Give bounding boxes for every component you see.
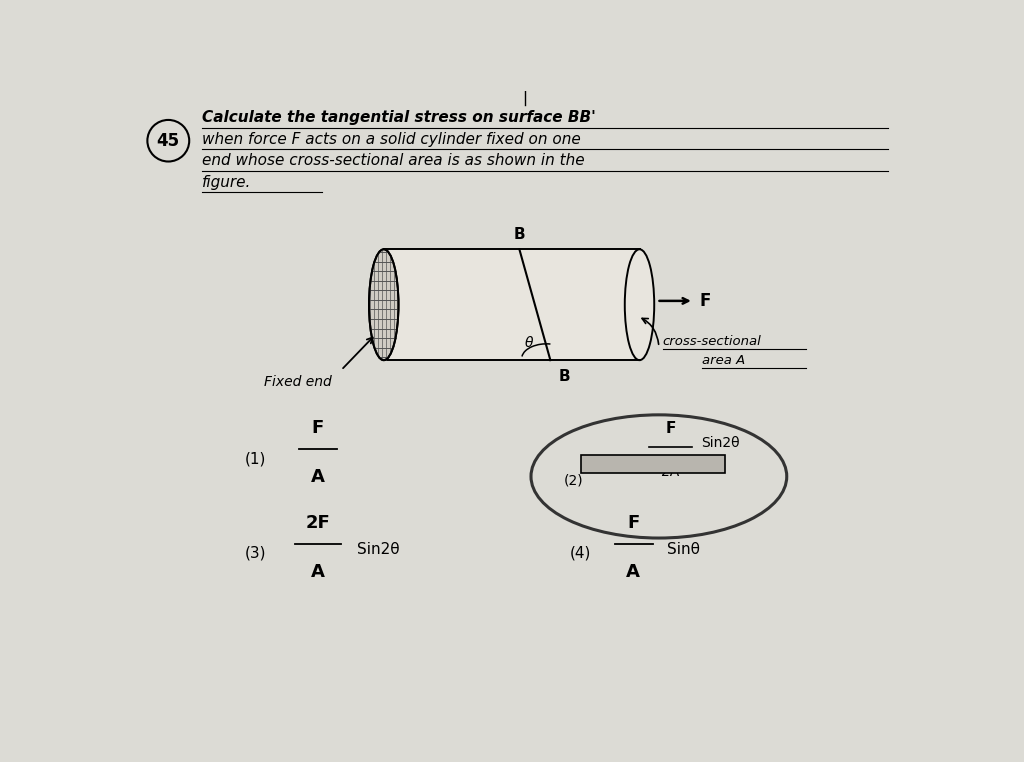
Ellipse shape [369,249,398,360]
Text: (3): (3) [245,546,266,561]
Text: B: B [558,370,569,384]
Text: Sin2θ: Sin2θ [701,437,740,450]
Circle shape [147,120,189,162]
Text: A: A [311,562,325,581]
Text: F: F [700,292,712,310]
Text: Sin2θ: Sin2θ [356,542,399,557]
Polygon shape [384,249,640,360]
Text: Fixed end: Fixed end [263,375,332,389]
Text: 2A: 2A [662,465,680,479]
Ellipse shape [625,249,654,360]
Text: cross-sectional: cross-sectional [663,335,762,348]
Text: when force F acts on a solid cylinder fixed on one: when force F acts on a solid cylinder fi… [202,132,581,147]
Text: (2): (2) [564,473,584,487]
Polygon shape [582,455,725,472]
Text: A: A [627,562,640,581]
Text: end whose cross-sectional area is as shown in the: end whose cross-sectional area is as sho… [202,153,585,168]
Text: Calculate the tangential stress on surface BB': Calculate the tangential stress on surfa… [202,110,595,125]
Text: 2F: 2F [305,514,331,532]
Text: B: B [514,226,525,242]
Text: area A: area A [701,354,744,367]
Text: F: F [311,419,324,437]
Text: (1): (1) [245,451,265,466]
Text: 45: 45 [157,132,180,149]
Text: Sinθ: Sinθ [667,542,699,557]
Text: A: A [311,468,325,486]
Text: F: F [627,514,639,532]
Text: figure.: figure. [202,175,251,190]
Text: θ: θ [525,336,534,351]
Text: F: F [666,421,676,437]
Text: (4): (4) [569,546,591,561]
